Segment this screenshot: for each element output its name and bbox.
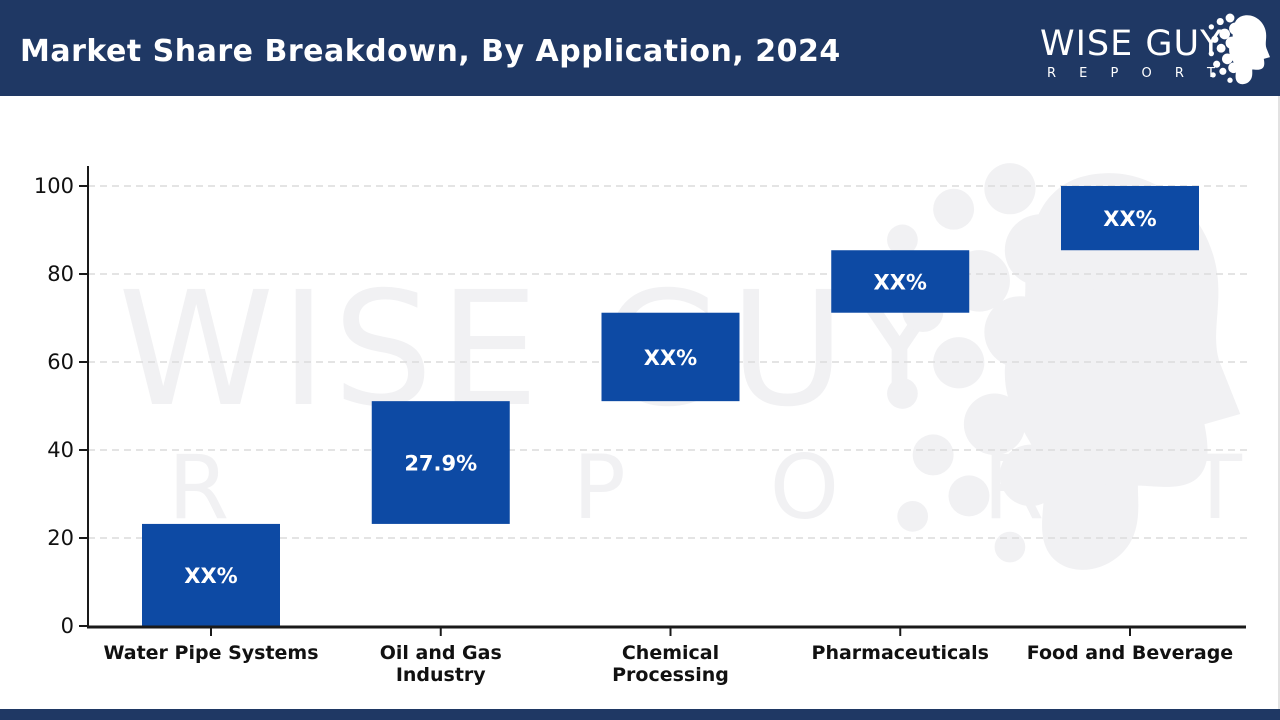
x-axis-label-3-line-2: Processing <box>612 664 729 686</box>
bar-water-pipe-systems <box>142 523 280 626</box>
footer-bar <box>0 709 1280 720</box>
bar-oil-and-gas-industry <box>371 401 510 524</box>
logo-face-icon <box>1208 13 1270 85</box>
y-tick-label-60: 60 <box>47 350 74 374</box>
y-tick-label-20: 20 <box>47 526 74 550</box>
x-axis-label-2-line-2: Industry <box>396 664 486 686</box>
y-tick-label-0: 0 <box>61 614 74 638</box>
page-title: Market Share Breakdown, By Application, … <box>20 34 841 69</box>
logo-subtext: R E P O R T S <box>1047 66 1256 81</box>
bar-label-5: XX% <box>1103 207 1156 231</box>
y-tick-label-80: 80 <box>47 262 74 286</box>
x-axis-label-5-line-1: Food and Beverage <box>1027 642 1233 664</box>
y-tick-label-40: 40 <box>47 438 74 462</box>
x-axis-label-1-line-1: Water Pipe Systems <box>103 642 318 664</box>
bar-chemical-processing <box>601 312 740 402</box>
x-axis-label-2-line-1: Oil and Gas <box>380 642 502 664</box>
wiseguy-logo: WISE GUY R E P O R T S <box>1010 8 1270 92</box>
y-tick-label-100: 100 <box>34 174 74 198</box>
logo-wordmark: WISE GUY <box>1040 24 1223 64</box>
bar-label-1: XX% <box>184 564 237 588</box>
bar-label-4: XX% <box>874 270 927 294</box>
bar-label-3: XX% <box>644 346 697 370</box>
x-axis-label-3-line-1: Chemical <box>622 642 719 664</box>
bar-label-2: 27.9% <box>404 452 477 476</box>
header-bar: Market Share Breakdown, By Application, … <box>0 0 1280 96</box>
x-axis-label-4-line-1: Pharmaceuticals <box>812 642 989 664</box>
